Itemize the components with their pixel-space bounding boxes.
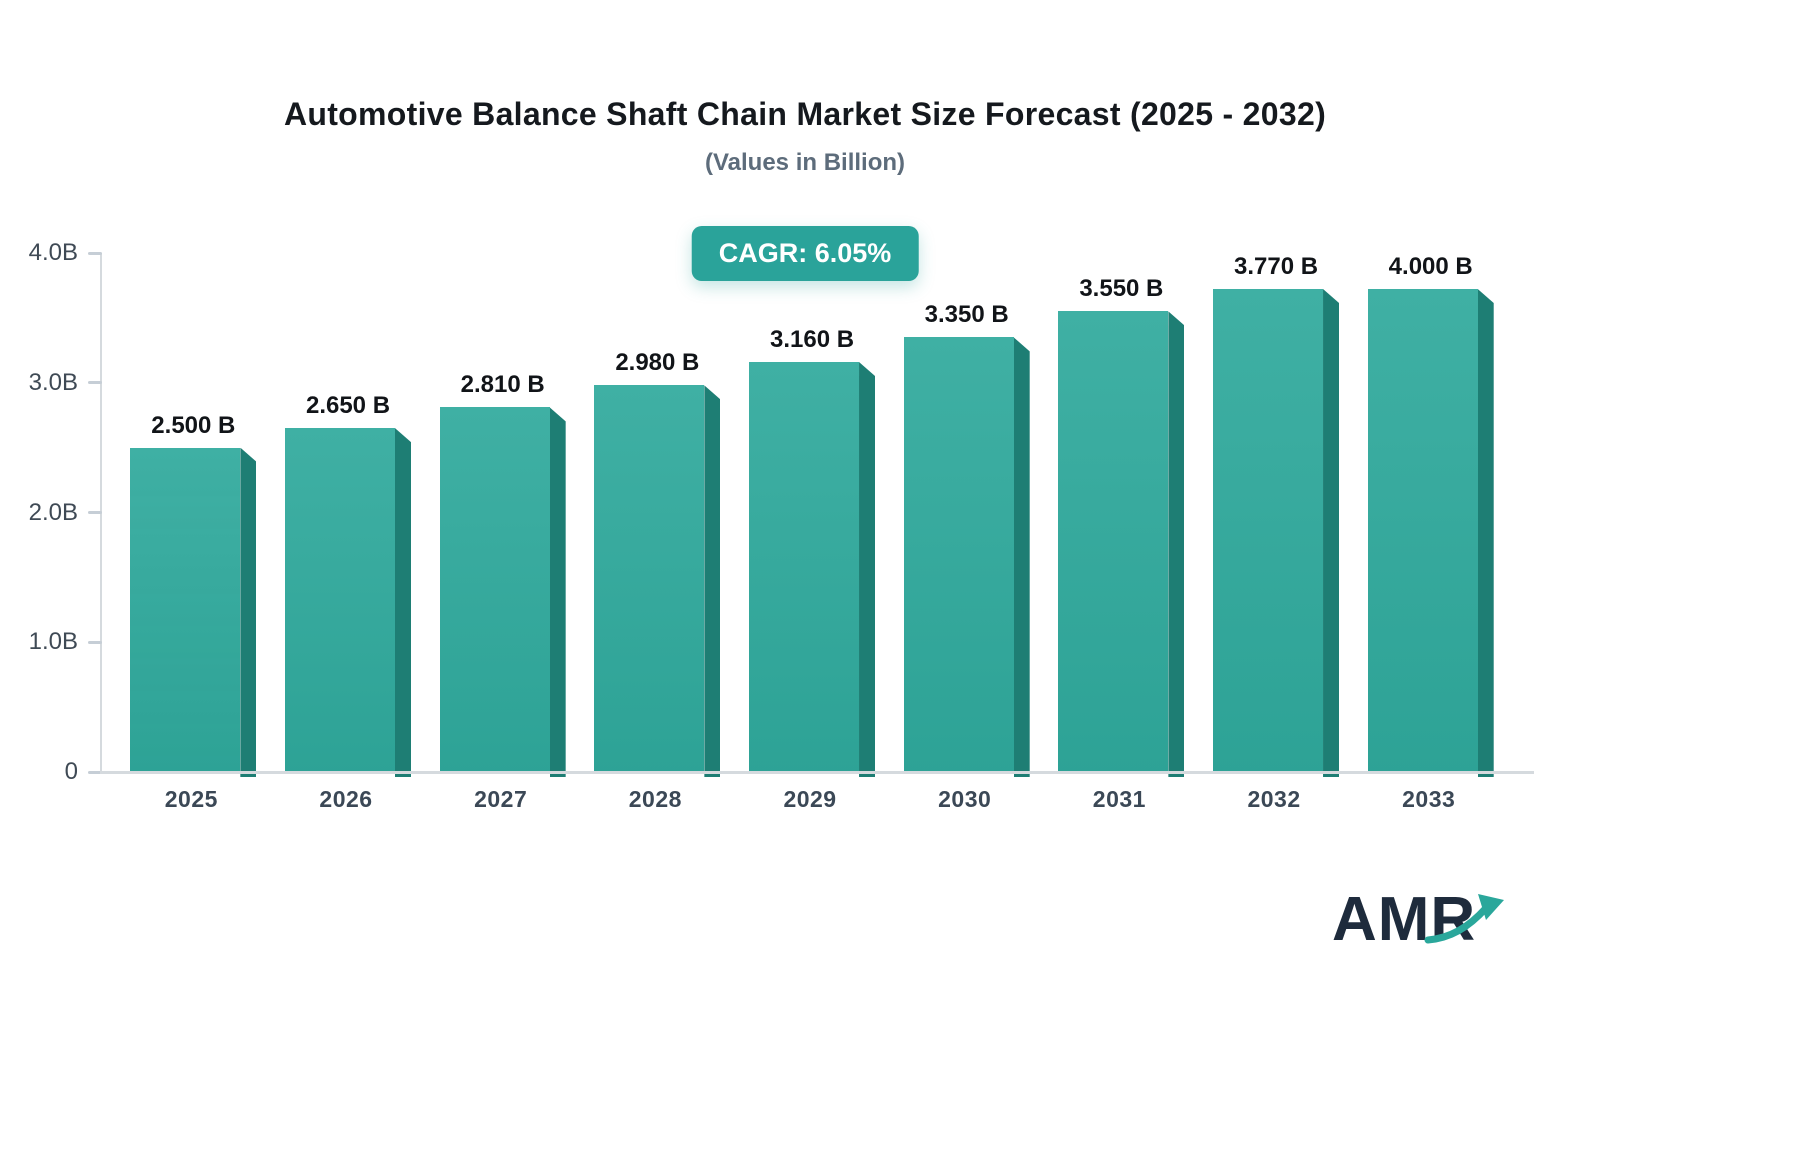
bar-2029 — [749, 362, 876, 777]
bar-value-label: 3.550 B — [1079, 275, 1164, 303]
bar-side-shade — [704, 385, 721, 777]
bar-face — [439, 407, 550, 772]
bar-2027 — [439, 407, 566, 777]
logo-arrow-icon — [1424, 894, 1504, 944]
y-tick-mark — [88, 770, 102, 774]
y-tick-mark — [88, 381, 102, 385]
bar-group: 2.980 B — [580, 253, 735, 777]
bar-face — [1367, 289, 1478, 772]
bar-side-shade — [1323, 289, 1340, 777]
bar-group: 3.350 B — [889, 253, 1044, 777]
bar-face — [749, 362, 860, 772]
chart-title: Automotive Balance Shaft Chain Market Si… — [283, 96, 1327, 132]
bar-side-shade — [1168, 311, 1185, 777]
x-axis-label-2026: 2026 — [319, 786, 373, 812]
bar-value-label: 3.160 B — [769, 326, 855, 353]
y-tick: 4.0B — [2, 239, 102, 267]
bar-2033 — [1367, 289, 1494, 777]
y-tick-mark — [88, 511, 102, 514]
bar-group: 3.770 B — [1199, 253, 1354, 777]
y-tick-label: 2.0B — [28, 498, 78, 526]
bar-group: 3.160 B — [735, 253, 890, 777]
bar-value-label: 2.980 B — [615, 349, 700, 377]
bar-side-shade — [1477, 289, 1494, 777]
y-tick-label: 0 — [64, 758, 78, 785]
bar-face — [130, 447, 241, 772]
bar-side-shade — [1013, 337, 1030, 777]
x-axis-label-2027: 2027 — [474, 786, 528, 812]
bar-group: 2.810 B — [425, 253, 580, 777]
y-tick-label: 4.0B — [28, 239, 78, 266]
bar-group: 3.550 B — [1044, 253, 1199, 777]
bar-group: 4.000 B — [1353, 253, 1508, 777]
bar-value-label: 3.770 B — [1234, 253, 1319, 280]
y-tick-label: 3.0B — [28, 368, 78, 396]
x-axis-label-2032: 2032 — [1247, 786, 1301, 812]
x-axis-label-2031: 2031 — [1092, 786, 1146, 812]
bar-value-label: 4.000 B — [1388, 253, 1473, 280]
bar-side-shade — [859, 362, 876, 777]
bar-2032 — [1213, 289, 1340, 777]
bar-face — [594, 385, 705, 772]
bar-side-shade — [549, 407, 566, 777]
x-axis-label-2028: 2028 — [628, 786, 682, 812]
bar-value-label: 2.650 B — [305, 392, 391, 420]
y-tick-label: 1.0B — [28, 628, 78, 656]
bar-side-shade — [395, 428, 411, 777]
bar-value-label: 2.810 B — [460, 371, 545, 399]
bar-2028 — [594, 385, 721, 777]
y-tick-mark — [88, 251, 102, 255]
x-axis-label-2025: 2025 — [164, 786, 218, 812]
bar-2025 — [130, 447, 257, 777]
bar-group: 2.650 B — [271, 253, 426, 777]
bar-group: 2.500 B — [116, 253, 271, 777]
y-tick: 2.0B — [2, 499, 102, 527]
bar-face — [1058, 311, 1169, 772]
bar-face — [903, 337, 1014, 772]
x-axis-label-2030: 2030 — [938, 786, 992, 812]
y-tick-mark — [88, 640, 102, 644]
x-axis-label-2033: 2033 — [1402, 786, 1456, 812]
bar-face — [1213, 289, 1324, 772]
cagr-badge: CAGR: 6.05% — [691, 226, 919, 281]
bar-face — [285, 428, 395, 772]
bars-row: 2.500 B 2.650 B 2.810 B 2.980 B 3.160 B 3.350… — [102, 253, 1522, 777]
y-tick: 0 — [2, 758, 102, 786]
chart-subtitle: (Values in Billion) — [704, 149, 906, 176]
bar-side-shade — [240, 447, 257, 777]
x-axis-label-2029: 2029 — [783, 786, 837, 812]
y-tick: 1.0B — [2, 628, 102, 656]
logo-text: AMR — [1332, 885, 1477, 954]
bar-value-label: 2.500 B — [151, 411, 236, 439]
bar-value-label: 3.350 B — [924, 301, 1009, 329]
x-axis-labels: 2025 2026 2027 2028 2029 2030 2031 2032 2033 — [100, 786, 1520, 813]
bar-2031 — [1058, 311, 1185, 777]
amr-logo: AMR — [1332, 884, 1522, 968]
bar-2026 — [285, 428, 411, 777]
bar-2030 — [903, 337, 1030, 777]
y-tick: 3.0B — [2, 369, 102, 397]
